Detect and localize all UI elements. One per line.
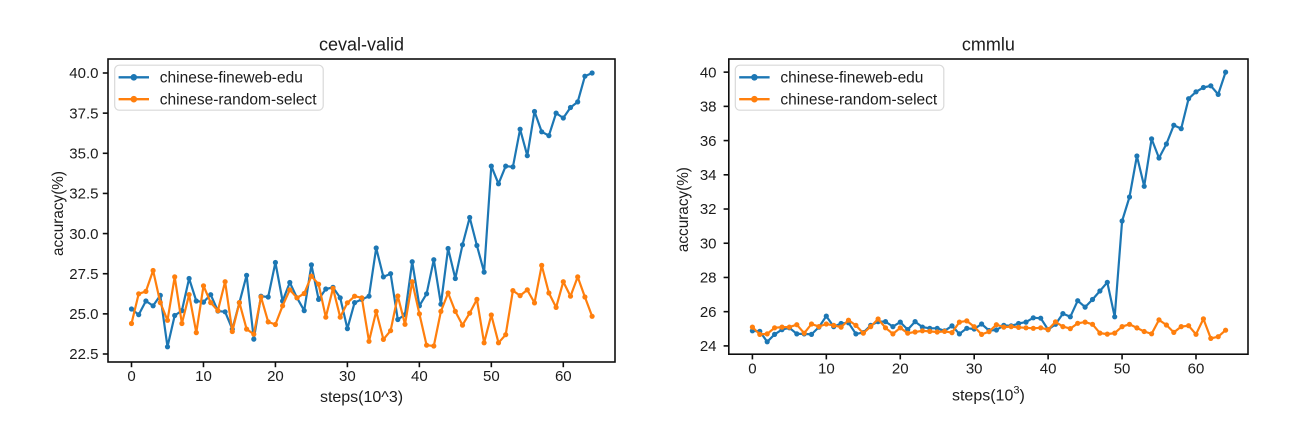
svg-text:chinese-fineweb-edu: chinese-fineweb-edu xyxy=(780,70,923,87)
svg-text:10: 10 xyxy=(818,360,835,377)
svg-text:ceval-valid: ceval-valid xyxy=(319,34,404,54)
svg-text:30: 30 xyxy=(339,368,356,385)
svg-text:accuracy(%): accuracy(%) xyxy=(675,167,692,252)
svg-text:35.0: 35.0 xyxy=(69,145,98,162)
svg-text:34: 34 xyxy=(700,167,717,184)
svg-text:chinese-fineweb-edu: chinese-fineweb-edu xyxy=(160,70,303,87)
svg-text:chinese-random-select: chinese-random-select xyxy=(780,92,937,109)
svg-text:40: 40 xyxy=(411,368,428,385)
svg-text:chinese-random-select: chinese-random-select xyxy=(160,92,317,109)
svg-text:0: 0 xyxy=(748,360,756,377)
svg-text:50: 50 xyxy=(483,368,500,385)
svg-text:30: 30 xyxy=(700,235,717,252)
svg-text:20: 20 xyxy=(892,360,909,377)
svg-text:40: 40 xyxy=(700,64,717,81)
svg-text:50: 50 xyxy=(1114,360,1131,377)
svg-text:60: 60 xyxy=(1188,360,1205,377)
svg-text:0: 0 xyxy=(127,368,135,385)
svg-text:28: 28 xyxy=(700,270,717,287)
svg-text:38: 38 xyxy=(700,99,717,116)
svg-text:steps(103): steps(103) xyxy=(952,385,1025,405)
svg-text:40.0: 40.0 xyxy=(69,65,98,82)
svg-text:30.0: 30.0 xyxy=(69,226,98,243)
svg-text:25.0: 25.0 xyxy=(69,306,98,323)
svg-text:steps(10^3): steps(10^3) xyxy=(320,389,403,406)
svg-text:24: 24 xyxy=(700,338,717,355)
svg-text:20: 20 xyxy=(267,368,284,385)
svg-text:22.5: 22.5 xyxy=(69,346,98,363)
svg-text:40: 40 xyxy=(1040,360,1057,377)
svg-text:accuracy(%): accuracy(%) xyxy=(50,171,67,256)
svg-text:36: 36 xyxy=(700,133,717,150)
svg-text:cmmlu: cmmlu xyxy=(962,34,1015,54)
svg-text:32: 32 xyxy=(700,201,717,218)
svg-text:26: 26 xyxy=(700,304,717,321)
svg-text:30: 30 xyxy=(966,360,983,377)
svg-text:60: 60 xyxy=(555,368,572,385)
svg-text:32.5: 32.5 xyxy=(69,186,98,203)
svg-text:37.5: 37.5 xyxy=(69,105,98,122)
svg-text:27.5: 27.5 xyxy=(69,266,98,283)
svg-text:10: 10 xyxy=(195,368,212,385)
